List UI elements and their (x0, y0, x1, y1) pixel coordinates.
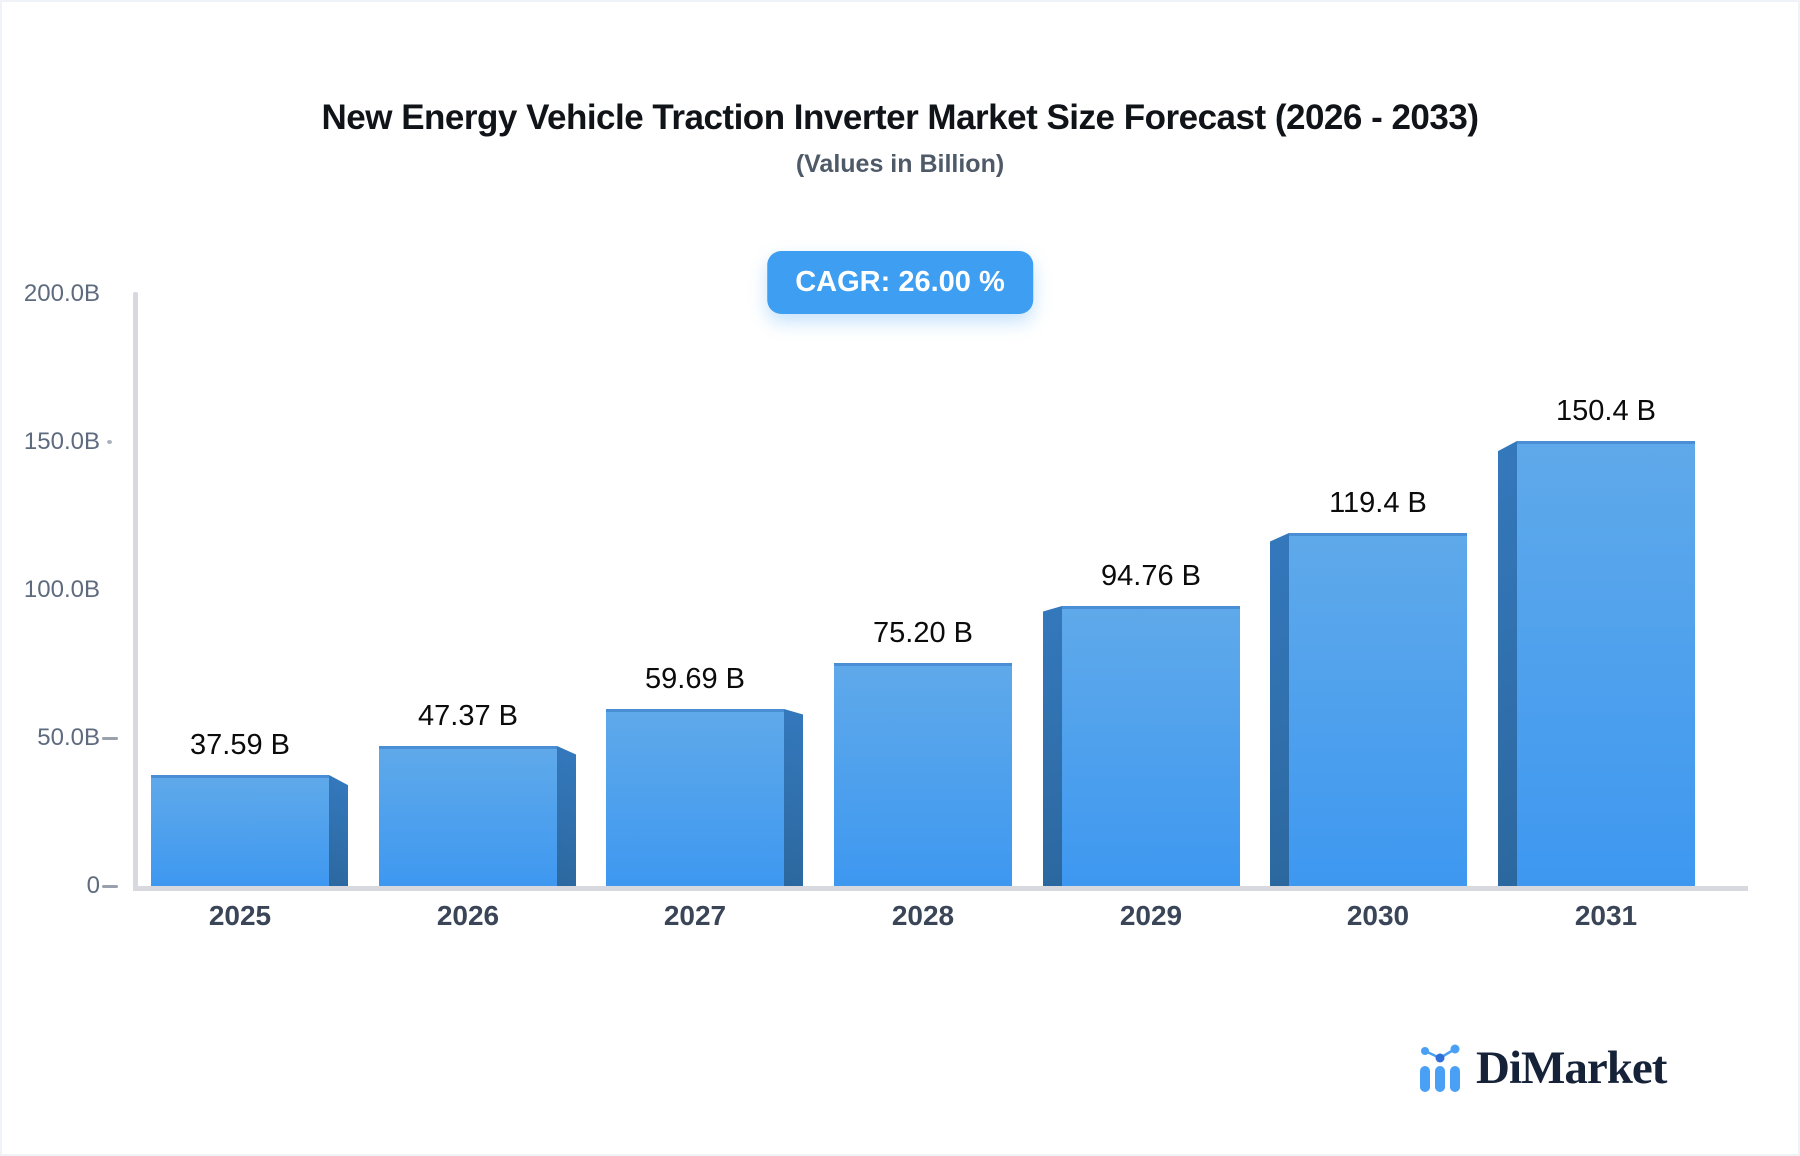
bar-face (379, 746, 557, 886)
bar-face (151, 775, 329, 886)
page-title: New Energy Vehicle Traction Inverter Mar… (321, 98, 1479, 137)
bar-value-label: 119.4 B (1329, 487, 1427, 519)
y-axis-label: 200.0B (23, 280, 100, 307)
bar[interactable] (587, 709, 803, 886)
bar-side-panel (784, 709, 803, 886)
bar-side-panel (329, 775, 348, 886)
y-axis-label: 150.0B (23, 428, 100, 455)
y-tick-mark (107, 440, 112, 444)
bar-side-panel (1498, 441, 1517, 886)
bar[interactable] (1498, 441, 1714, 886)
brand-footer: DiMarket (1420, 1042, 1667, 1094)
x-axis-label: 2029 (1119, 900, 1183, 931)
bar[interactable] (1043, 606, 1259, 886)
bar-face (1062, 606, 1240, 886)
bar-value-label: 37.59 B (190, 729, 290, 761)
y-tick-mark (102, 736, 118, 740)
bar-side-panel (1270, 533, 1289, 886)
x-axis-label: 2030 (1346, 900, 1410, 931)
page-subtitle: (Values in Billion) (795, 150, 1005, 178)
bar[interactable] (815, 663, 1031, 886)
cagr-badge: CAGR: 26.00 % (767, 251, 1033, 314)
brand-name: DiMarket (1476, 1042, 1667, 1094)
x-axis-label: 2025 (208, 900, 272, 931)
bar-face (834, 663, 1012, 886)
bar-face (606, 709, 784, 886)
y-axis-line (133, 292, 138, 888)
x-axis-label: 2026 (436, 900, 500, 931)
y-axis-label: 50.0B (37, 724, 100, 751)
bar-value-label: 47.37 B (418, 700, 518, 732)
plot-area: 37.59 B 47.37 B 59.69 B 75.20 B 94.76 B 119.4… (137, 294, 1748, 886)
x-axis-label: 2028 (891, 900, 955, 931)
y-axis-label: 100.0B (23, 576, 100, 603)
bar-value-label: 59.69 B (645, 663, 745, 695)
bar-side-panel (557, 746, 576, 886)
bar[interactable] (1270, 533, 1486, 886)
bar[interactable] (360, 746, 576, 886)
dimarket-logo-icon (1420, 1044, 1460, 1092)
bar[interactable] (132, 775, 348, 886)
bar-value-label: 150.4 B (1556, 395, 1656, 427)
bar-face (1289, 533, 1467, 886)
x-axis-label: 2027 (663, 900, 727, 931)
bar-face (1517, 441, 1695, 886)
bar-value-label: 94.76 B (1101, 560, 1201, 592)
y-tick-mark (102, 884, 118, 888)
y-axis-label: 0 (86, 872, 100, 899)
bar-value-label: 75.20 B (873, 617, 973, 649)
x-axis-line (133, 886, 1748, 891)
x-axis-label: 2031 (1574, 900, 1638, 931)
bar-side-panel (1043, 606, 1062, 886)
